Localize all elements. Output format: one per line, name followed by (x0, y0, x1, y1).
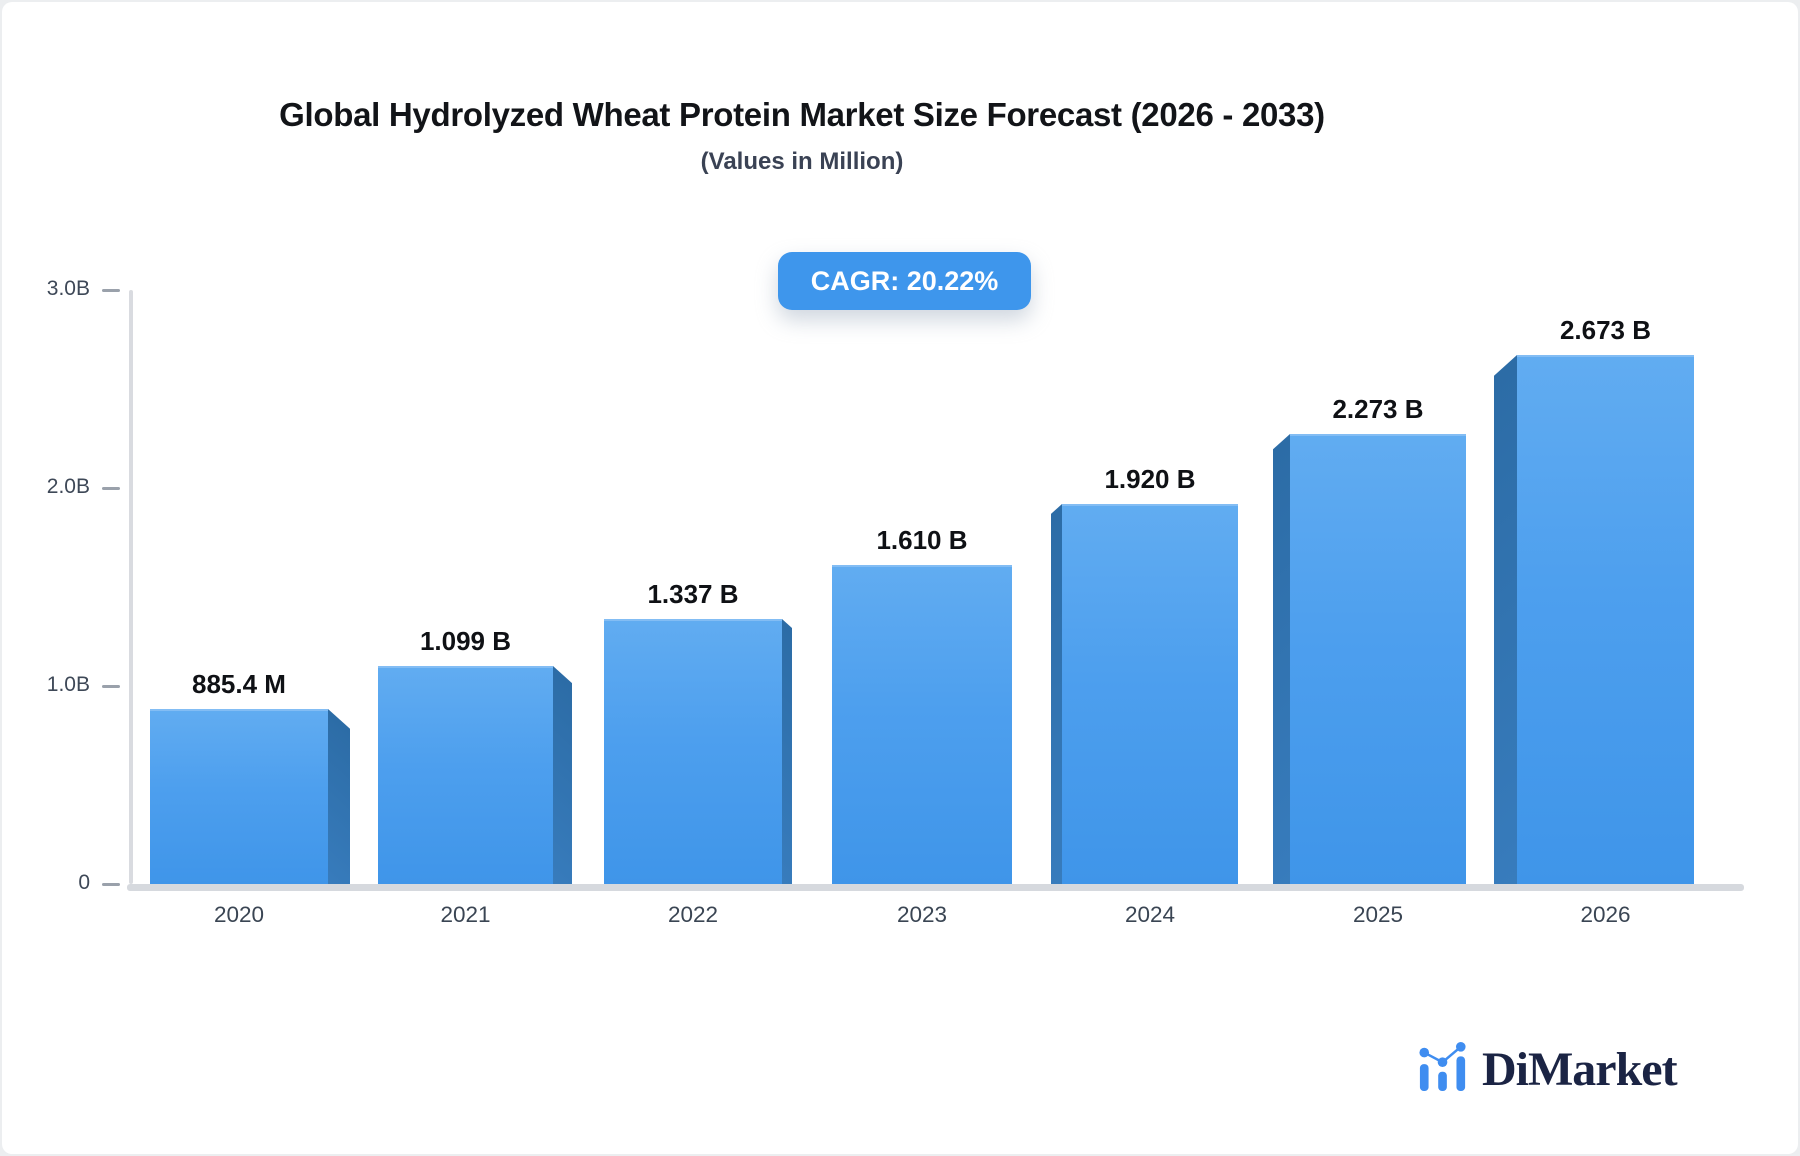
x-axis-label-2023: 2023 (896, 902, 948, 927)
bar-value-label: 2.673 B (1559, 315, 1652, 345)
x-axis-label-2025: 2025 (1352, 902, 1404, 927)
bar-value-label: 885.4 M (192, 669, 286, 699)
x-axis-label-2021: 2021 (440, 902, 491, 927)
bar-2026[interactable] (1494, 355, 1694, 884)
y-axis-line (129, 290, 133, 884)
x-axis-baseline (127, 884, 1744, 891)
bar-3d-side (1494, 355, 1517, 884)
y-axis-tick-label: 1.0B (46, 673, 90, 696)
y-axis-tick (102, 883, 120, 886)
brand-logo: DiMarket (1418, 1040, 1678, 1096)
x-axis-label-2024: 2024 (1124, 902, 1176, 927)
x-axis-label-2026: 2026 (1580, 902, 1631, 927)
bar-face[interactable] (1517, 355, 1694, 884)
bar-value-label: 1.610 B (876, 525, 968, 555)
bar-value-label: 2.273 B (1332, 394, 1424, 424)
bar-face[interactable] (1062, 504, 1238, 884)
bar-2023[interactable] (832, 565, 1012, 884)
brand-name: DiMarket (1482, 1043, 1678, 1096)
cagr-badge: CAGR: 20.22% (778, 252, 1031, 310)
bar-3d-side (1051, 504, 1062, 884)
bar-3d-side (328, 709, 350, 884)
bar-face[interactable] (1290, 434, 1466, 884)
bar-2022[interactable] (604, 619, 792, 884)
y-axis-tick-label: 0 (78, 871, 90, 894)
bar-3d-side (1273, 434, 1290, 884)
y-axis-tick (102, 685, 120, 688)
bar-2024[interactable] (1051, 504, 1238, 884)
bar-face[interactable] (832, 565, 1012, 884)
x-axis-label-2020: 2020 (213, 902, 265, 927)
y-axis-tick (102, 289, 120, 292)
bar-2020[interactable] (150, 709, 350, 884)
bar-face[interactable] (604, 619, 782, 884)
bar-value-label: 1.099 B (419, 626, 512, 656)
y-axis-tick (102, 487, 120, 490)
bar-face[interactable] (150, 709, 328, 884)
dimarket-bars-icon (1419, 1042, 1466, 1092)
y-axis-tick-label: 2.0B (46, 475, 90, 498)
chart-title: Global Hydrolyzed Wheat Protein Market S… (279, 96, 1325, 133)
chart-subtitle: (Values in Million) (700, 148, 904, 175)
y-axis-tick-label: 3.0B (46, 277, 90, 300)
bar-2025[interactable] (1273, 434, 1466, 884)
bar-face[interactable] (378, 666, 553, 884)
bar-3d-side (553, 666, 572, 884)
bar-2021[interactable] (378, 666, 572, 884)
bar-value-label: 1.337 B (647, 579, 739, 609)
bar-value-label: 1.920 B (1104, 464, 1196, 494)
x-axis-label-2022: 2022 (667, 902, 719, 927)
chart-header: Global Hydrolyzed Wheat Protein Market S… (0, 0, 1604, 176)
bar-3d-side (782, 619, 792, 884)
